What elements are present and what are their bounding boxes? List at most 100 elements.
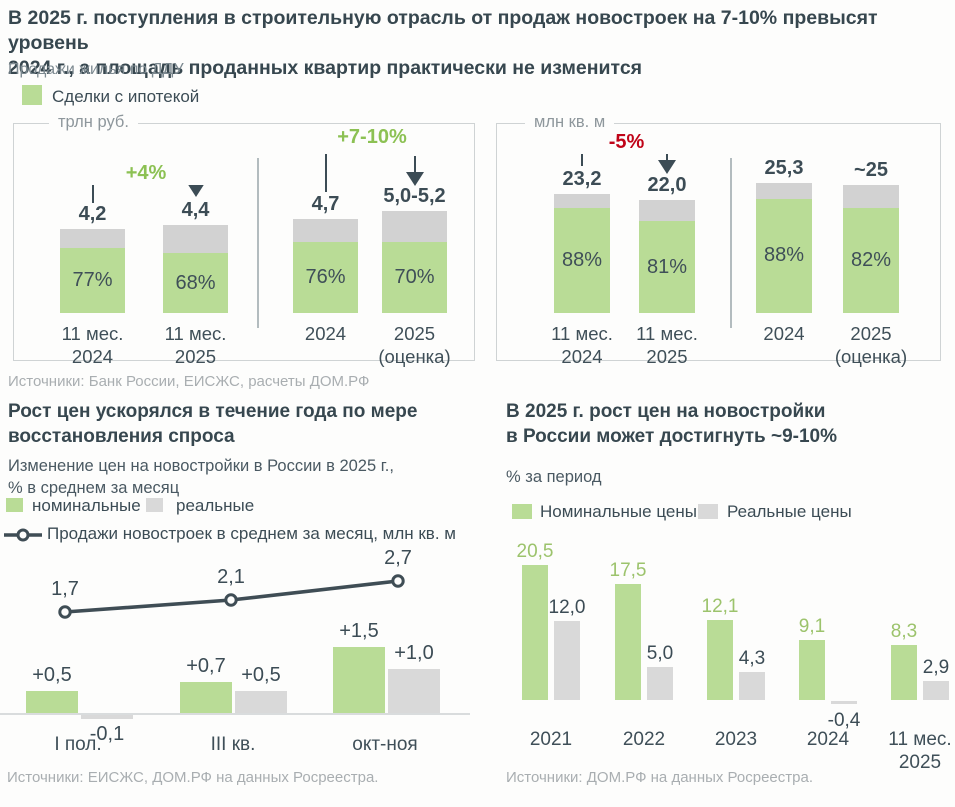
bar-category-label: 2024 (763, 323, 805, 344)
nominal-legend-swatch (6, 498, 23, 512)
bar-category-label: 2025 (оценка) (378, 323, 451, 367)
x-category-label: III кв. (210, 734, 256, 755)
bar-real (81, 715, 133, 719)
real-legend-label: реальные (176, 496, 255, 515)
bar-real (388, 669, 440, 713)
chart-unit-label: млн кв. м (525, 113, 615, 132)
bar-total-label: 23,2 (562, 168, 602, 190)
stacked-bar: 70% (382, 211, 447, 313)
chart-sales-rub: трлн руб. 77% 4,2 11 мес. 2024 68% 4,4 11 мес… (13, 113, 475, 367)
mortgage-segment: 88% (554, 208, 610, 313)
line-value-label: 2,7 (384, 547, 412, 569)
mortgage-segment: 77% (60, 248, 125, 313)
mortgage-segment: 88% (756, 198, 812, 313)
x-category-label: 2023 (714, 729, 758, 750)
line-series-legend-label: Продажи новостроек в среднем за месяц, м… (47, 524, 456, 543)
annotation-label: -5% (564, 131, 689, 154)
annotation-bracket-stub (581, 144, 584, 166)
line-value-label: 1,7 (51, 578, 79, 600)
section-subtitle-price-change: Изменение цен на новостройки в России в … (8, 457, 394, 497)
stacked-bar: 88% (554, 194, 610, 313)
bar-nominal (180, 682, 232, 713)
mortgage-share-label: 81% (646, 255, 688, 278)
mortgage-share-label: 82% (850, 249, 892, 272)
mortgage-share-label: 76% (305, 265, 346, 288)
section-heading-price-growth: В 2025 г. рост цен на новостройки в Росс… (506, 401, 838, 447)
line-marker (224, 593, 238, 607)
mortgage-share-label: 77% (72, 269, 113, 292)
mortgage-share-label: 88% (561, 249, 603, 272)
real-prices-legend-label: Реальные цены (727, 502, 852, 521)
line-marker (58, 605, 72, 619)
bar-value-label: 5,0 (646, 643, 674, 664)
bar-value-label: 8,3 (890, 621, 918, 642)
real-legend-swatch (146, 498, 163, 512)
bar-value-label: 12,1 (701, 596, 739, 617)
annotation-label: +7-10% (295, 126, 449, 149)
bar-value-label: +1,5 (339, 620, 379, 642)
bar-value-label: 12,0 (548, 597, 586, 618)
pair-divider (257, 158, 259, 328)
chart-price-growth-annual: 20,5 17,5 12,1 9,1 8,3 12,0 5,0 4,3 -0,4 2,9 2021 2… (502, 540, 955, 773)
mortgage-segment: 70% (382, 241, 447, 313)
stacked-bar: 82% (843, 185, 899, 313)
annotation-label: +4% (84, 162, 208, 185)
nominal-prices-legend-label: Номинальные цены (540, 502, 697, 521)
page-subtitle: Продажи жилья по ДДУ (8, 61, 184, 78)
bar-category-label: 2025 (оценка) (834, 323, 908, 367)
bar-value-label: 9,1 (798, 616, 826, 637)
bar-real-price (739, 672, 765, 700)
bar-total-label: ~25 (854, 159, 888, 181)
bar-real (235, 691, 287, 713)
annotation-arrow-head (405, 172, 424, 186)
x-category-label: окт-ноя (352, 734, 418, 755)
annotation-arrow-shaft (413, 156, 416, 172)
sales-line-series (58, 574, 405, 619)
bar-nominal-price (799, 640, 825, 700)
stacked-bar: 77% (60, 229, 125, 313)
annotation-arrow-head (658, 160, 676, 174)
bar-total-label: 22,0 (647, 174, 687, 196)
chart-unit-label: трлн руб. (49, 113, 138, 132)
x-axis-line (0, 713, 470, 715)
x-category-label: 2024 (806, 729, 850, 750)
bar-category-label: 2024 (304, 323, 347, 344)
source-note-bottom-right: Источники: ДОМ.РФ на данных Росреестра. (506, 769, 813, 786)
bar-total-label: 4,7 (311, 193, 340, 215)
chart-price-change-monthly: +0,5 +0,7 +1,5 -0,1 +0,5 +1,0 I пол. III кв. окт… (0, 545, 470, 770)
mortgage-share-label: 68% (175, 271, 216, 294)
bar-total-label: 5,0-5,2 (383, 185, 446, 207)
section-unit-price-growth: % за период (506, 468, 602, 486)
stacked-bar: 88% (756, 183, 812, 313)
bar-value-label: +0,7 (186, 655, 226, 677)
annotation-bracket-stub (91, 175, 94, 203)
x-category-label: 2022 (622, 729, 666, 750)
mortgage-legend-swatch (22, 85, 42, 105)
bar-category-label: 11 мес. 2024 (61, 323, 124, 367)
stacked-bar: 76% (293, 219, 358, 313)
bar-nominal-price (707, 620, 733, 700)
mortgage-share-label: 88% (763, 244, 805, 267)
x-category-label: 11 мес. 2025 (888, 729, 952, 773)
bar-value-label: 17,5 (609, 560, 647, 581)
bar-total-label: 4,2 (78, 203, 107, 225)
x-category-label: 2021 (529, 729, 573, 750)
line-value-label: 2,1 (217, 566, 245, 588)
bar-total-label: 4,4 (181, 199, 210, 221)
bar-category-label: 11 мес. 2025 (636, 323, 698, 367)
bar-category-label: 11 мес. 2024 (551, 323, 613, 367)
bar-real-price (647, 667, 673, 700)
bar-nominal-price (522, 565, 548, 700)
nominal-prices-legend-swatch (512, 504, 532, 519)
bar-nominal (333, 647, 385, 713)
chart-sales-sqm: млн кв. м 88% 23,2 11 мес. 2024 81% 22,0 11 м… (496, 113, 941, 367)
section-heading-price-change: Рост цен ускорялся в течение года по мер… (8, 401, 418, 447)
bar-value-label: -0,1 (89, 723, 125, 745)
bar-nominal-price (891, 645, 917, 700)
stacked-bar: 68% (163, 225, 228, 313)
mortgage-legend-label: Сделки с ипотекой (52, 87, 200, 106)
bar-nominal (26, 691, 78, 713)
bar-value-label: +0,5 (241, 664, 281, 686)
bar-nominal-price (615, 584, 641, 700)
